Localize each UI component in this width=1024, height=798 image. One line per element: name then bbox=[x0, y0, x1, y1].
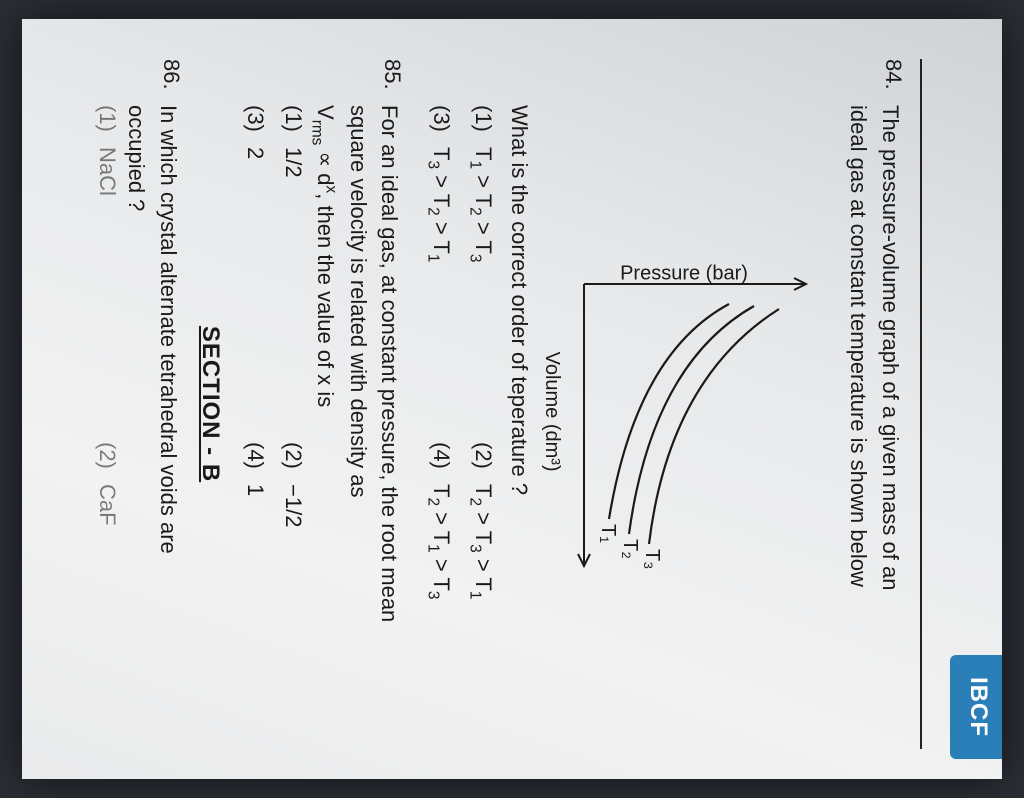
option-tag: (3) bbox=[428, 105, 454, 139]
svg-text:T₃: T₃ bbox=[641, 549, 663, 569]
stem-line: In which crystal alternate tetrahedral v… bbox=[156, 105, 181, 554]
options-grid: (1) NaCl (2) CaF bbox=[94, 105, 120, 749]
question-stem: The pressure-volume graph of a given mas… bbox=[842, 105, 906, 749]
option-tag: (4) bbox=[242, 442, 268, 476]
sub-question: What is the correct order of teperature … bbox=[506, 105, 532, 749]
option-text: T1 > T2 > T3 bbox=[466, 147, 496, 262]
x-axis-label: Volume (dm³) bbox=[540, 352, 563, 472]
stem-line: The pressure-volume graph of a given mas… bbox=[878, 105, 903, 590]
option-2: (2) −1/2 bbox=[280, 442, 306, 749]
option-text: T2 > T3 > T1 bbox=[466, 484, 496, 599]
option-text: T2 > T1 > T3 bbox=[423, 484, 453, 599]
option-text: CaF bbox=[94, 484, 120, 526]
option-2: (2) T2 > T3 > T1 bbox=[466, 442, 496, 749]
question-84: 84. The pressure-volume graph of a given… bbox=[423, 59, 906, 749]
option-tag: (1) bbox=[280, 105, 306, 139]
option-text: 2 bbox=[242, 147, 268, 159]
option-3: (3) 2 bbox=[242, 105, 268, 412]
option-1: (1) NaCl bbox=[94, 105, 120, 412]
option-tag: (1) bbox=[470, 105, 496, 139]
option-text: T3 > T2 > T1 bbox=[423, 147, 453, 262]
options-grid: (1) T1 > T2 > T3 (2) T2 > T3 > T1 (3) T3… bbox=[423, 105, 496, 749]
option-tag: (2) bbox=[94, 442, 120, 476]
option-1: (1) 1/2 bbox=[280, 105, 306, 412]
svg-text:T₂: T₂ bbox=[619, 539, 641, 559]
option-4: (4) 1 bbox=[242, 442, 268, 749]
stem-line: For an ideal gas, at constant pressure, … bbox=[377, 105, 402, 622]
question-stem: For an ideal gas, at constant pressure, … bbox=[306, 105, 406, 749]
options-grid: (1) 1/2 (2) −1/2 (3) 2 (4) 1 bbox=[242, 105, 306, 749]
option-tag: (2) bbox=[280, 442, 306, 476]
option-2: (2) CaF bbox=[94, 442, 120, 749]
option-tag: (4) bbox=[428, 442, 454, 476]
question-stem: In which crystal alternate tetrahedral v… bbox=[120, 105, 184, 749]
option-text: NaCl bbox=[94, 147, 120, 196]
pv-graph: T₃ T₂ T₁ Pressure (bar) Volume (dm³) bbox=[544, 214, 824, 594]
question-number: 84. bbox=[842, 59, 906, 95]
stem-line: square velocity is related with density … bbox=[346, 105, 371, 498]
option-tag: (1) bbox=[94, 105, 120, 139]
question-86: 86. In which crystal alternate tetrahedr… bbox=[94, 59, 184, 749]
stem-line: ideal gas at constant temperature is sho… bbox=[846, 105, 871, 587]
question-number: 85. bbox=[306, 59, 406, 95]
question-number: 86. bbox=[120, 59, 184, 95]
svg-text:T₁: T₁ bbox=[597, 524, 619, 543]
question-85: 85. For an ideal gas, at constant pressu… bbox=[242, 59, 406, 749]
option-4: (4) T2 > T1 > T3 bbox=[423, 442, 453, 749]
stem-line: Vrms ∝ dx, then the value of x is bbox=[313, 105, 338, 407]
header-tab: IBCF bbox=[950, 655, 1002, 759]
option-text: 1/2 bbox=[280, 147, 306, 178]
section-heading: SECTION - B bbox=[196, 59, 224, 749]
option-text: −1/2 bbox=[280, 484, 306, 527]
stem-line: occupied ? bbox=[124, 105, 149, 211]
option-tag: (3) bbox=[242, 105, 268, 139]
option-3: (3) T3 > T2 > T1 bbox=[423, 105, 453, 412]
y-axis-label: Pressure (bar) bbox=[620, 262, 748, 285]
option-1: (1) T1 > T2 > T3 bbox=[466, 105, 496, 412]
divider bbox=[920, 59, 922, 749]
option-text: 1 bbox=[242, 484, 268, 496]
option-tag: (2) bbox=[470, 442, 496, 476]
page: IBCF 84. The pressure-volume graph of a … bbox=[22, 19, 1002, 779]
